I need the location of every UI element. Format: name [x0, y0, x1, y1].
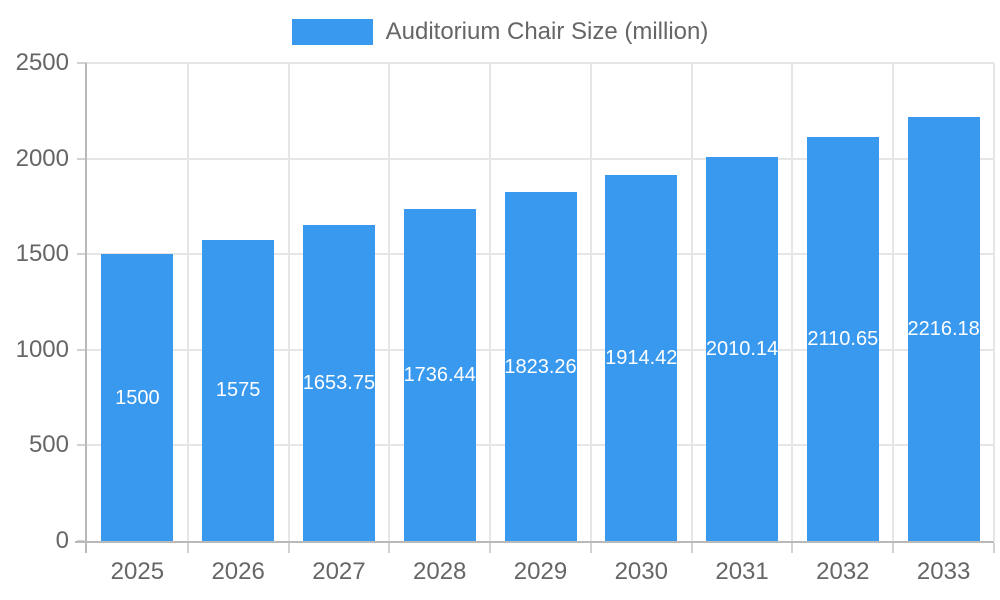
x-tick-mark — [589, 543, 592, 553]
bar-value-label: 1823.26 — [504, 355, 577, 378]
x-tick-mark — [892, 543, 895, 553]
y-tick-mark — [77, 253, 87, 256]
bar-value-label: 1575 — [215, 379, 261, 402]
bar-2029[interactable] — [504, 192, 577, 541]
bar-2031[interactable] — [706, 156, 779, 541]
y-tick-mark — [77, 62, 87, 64]
x-tick-mark — [993, 543, 995, 553]
x-gridline — [186, 63, 189, 541]
bar-2032[interactable] — [806, 137, 879, 541]
x-gridline — [690, 63, 693, 541]
x-gridline — [589, 63, 592, 541]
y-axis-line — [85, 63, 87, 553]
x-axis-label: 2029 — [513, 558, 568, 585]
x-tick-mark — [388, 543, 391, 553]
bar-value-label: 1736.44 — [403, 363, 476, 386]
y-tick-mark — [77, 444, 87, 447]
y-tick-mark — [77, 157, 87, 160]
bar-value-label: 1914.42 — [605, 346, 678, 369]
x-tick-mark — [186, 543, 189, 553]
x-axis-label: 2030 — [614, 558, 668, 585]
x-axis-label: 2026 — [211, 558, 265, 585]
legend-label: Auditorium Chair Size (million) — [385, 18, 709, 45]
x-tick-mark — [287, 543, 290, 553]
x-axis-label: 2033 — [916, 558, 971, 585]
legend-swatch-icon — [291, 19, 373, 45]
bar-value-label: 1500 — [115, 386, 160, 409]
bar-value-label: 2110.65 — [807, 328, 879, 351]
x-gridline — [993, 63, 995, 541]
y-axis-label: 0 — [55, 527, 69, 554]
bar-2026[interactable] — [202, 239, 275, 541]
bar-value-label: 2010.14 — [705, 337, 779, 360]
x-gridline — [287, 63, 290, 541]
legend: Auditorium Chair Size (million) — [0, 19, 1000, 45]
legend-item[interactable]: Auditorium Chair Size (million) — [291, 18, 709, 45]
x-axis-label: 2027 — [312, 558, 366, 585]
y-gridline — [87, 62, 994, 64]
x-axis-label: 2025 — [110, 558, 165, 585]
bar-2033[interactable] — [907, 117, 980, 541]
x-gridline — [489, 63, 492, 541]
bar-2030[interactable] — [605, 174, 678, 541]
x-tick-mark — [690, 543, 693, 553]
bar-2025[interactable] — [101, 254, 174, 541]
y-axis-label: 2500 — [15, 49, 69, 76]
y-gridline — [87, 157, 994, 160]
x-gridline — [892, 63, 895, 541]
y-tick-mark — [77, 348, 87, 351]
x-gridline — [388, 63, 391, 541]
bar-value-label: 1653.75 — [302, 371, 376, 394]
x-tick-mark — [489, 543, 492, 553]
x-tick-mark — [791, 543, 794, 553]
y-axis-label: 1500 — [15, 240, 69, 268]
x-axis-label: 2028 — [413, 558, 467, 585]
y-axis-label: 2000 — [15, 144, 69, 172]
x-axis-label: 2032 — [816, 558, 870, 585]
x-axis-line — [75, 541, 994, 543]
bar-value-label: 2216.18 — [907, 318, 980, 341]
x-axis-label: 2031 — [715, 558, 769, 585]
y-axis-label: 1000 — [15, 335, 69, 363]
y-axis-label: 500 — [28, 431, 69, 459]
bar-2027[interactable] — [302, 224, 375, 541]
x-gridline — [791, 63, 794, 541]
bar-2028[interactable] — [403, 208, 476, 541]
